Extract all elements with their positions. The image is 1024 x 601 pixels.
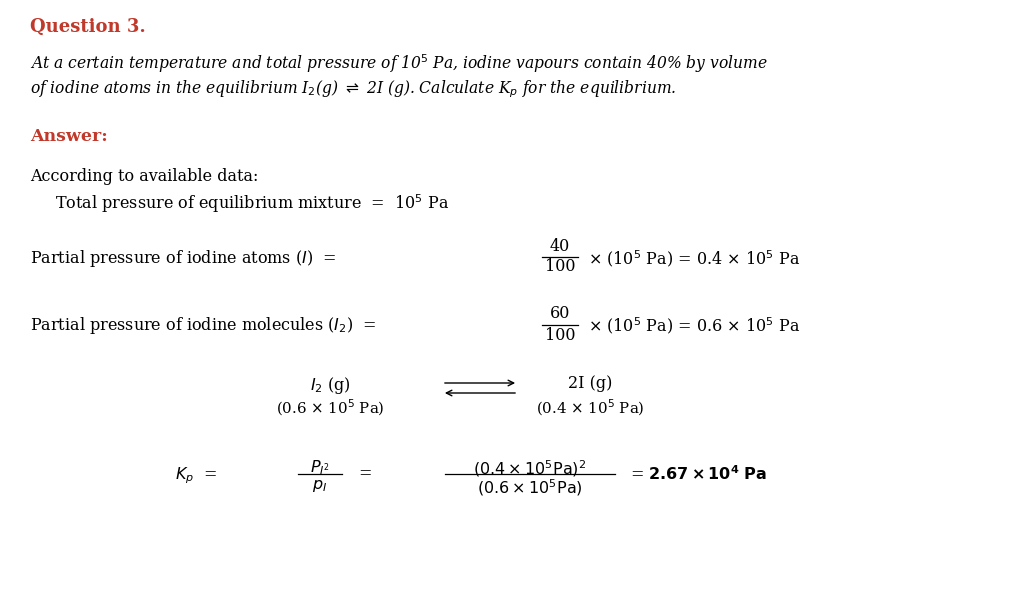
Text: 100: 100 <box>545 327 575 344</box>
Text: 40: 40 <box>550 238 570 255</box>
Text: According to available data:: According to available data: <box>30 168 258 185</box>
Text: Partial pressure of iodine atoms ($I$)  =: Partial pressure of iodine atoms ($I$) = <box>30 248 336 269</box>
Text: At a certain temperature and total pressure of 10$^5$ Pa, iodine vapours contain: At a certain temperature and total press… <box>30 52 768 75</box>
Text: $p_I$: $p_I$ <box>312 477 328 494</box>
Text: $\times$ (10$^5$ Pa) = 0.4 $\times$ 10$^5$ Pa: $\times$ (10$^5$ Pa) = 0.4 $\times$ 10$^… <box>588 248 800 269</box>
Text: $(0.4\times10^5\mathrm{Pa})^2$: $(0.4\times10^5\mathrm{Pa})^2$ <box>473 458 587 479</box>
Text: 60: 60 <box>550 305 570 322</box>
Text: $P_{I^2}$: $P_{I^2}$ <box>310 458 330 477</box>
Text: of iodine atoms in the equilibrium I$_2$(g) $\rightleftharpoons$ 2I (g). Calcula: of iodine atoms in the equilibrium I$_2$… <box>30 78 677 100</box>
Text: 100: 100 <box>545 258 575 275</box>
Text: Question 3.: Question 3. <box>30 18 145 36</box>
Text: (0.4 $\times$ 10$^5$ Pa): (0.4 $\times$ 10$^5$ Pa) <box>536 398 644 418</box>
Text: Total pressure of equilibrium mixture  =  10$^5$ Pa: Total pressure of equilibrium mixture = … <box>55 192 450 215</box>
Text: Answer:: Answer: <box>30 128 108 145</box>
Text: 2I (g): 2I (g) <box>568 375 612 392</box>
Text: $K_p$  =: $K_p$ = <box>175 465 217 486</box>
Text: $(0.6\times10^5\mathrm{Pa})$: $(0.6\times10^5\mathrm{Pa})$ <box>477 477 583 498</box>
Text: $I_2$ (g): $I_2$ (g) <box>309 375 350 396</box>
Text: (0.6 $\times$ 10$^5$ Pa): (0.6 $\times$ 10$^5$ Pa) <box>275 398 384 418</box>
Text: =: = <box>358 465 372 482</box>
Text: = $\mathbf{2.67 \times 10^4\ Pa}$: = $\mathbf{2.67 \times 10^4\ Pa}$ <box>630 465 767 484</box>
Text: $\times$ (10$^5$ Pa) = 0.6 $\times$ 10$^5$ Pa: $\times$ (10$^5$ Pa) = 0.6 $\times$ 10$^… <box>588 315 800 336</box>
Text: Partial pressure of iodine molecules ($I_2$)  =: Partial pressure of iodine molecules ($I… <box>30 315 377 336</box>
